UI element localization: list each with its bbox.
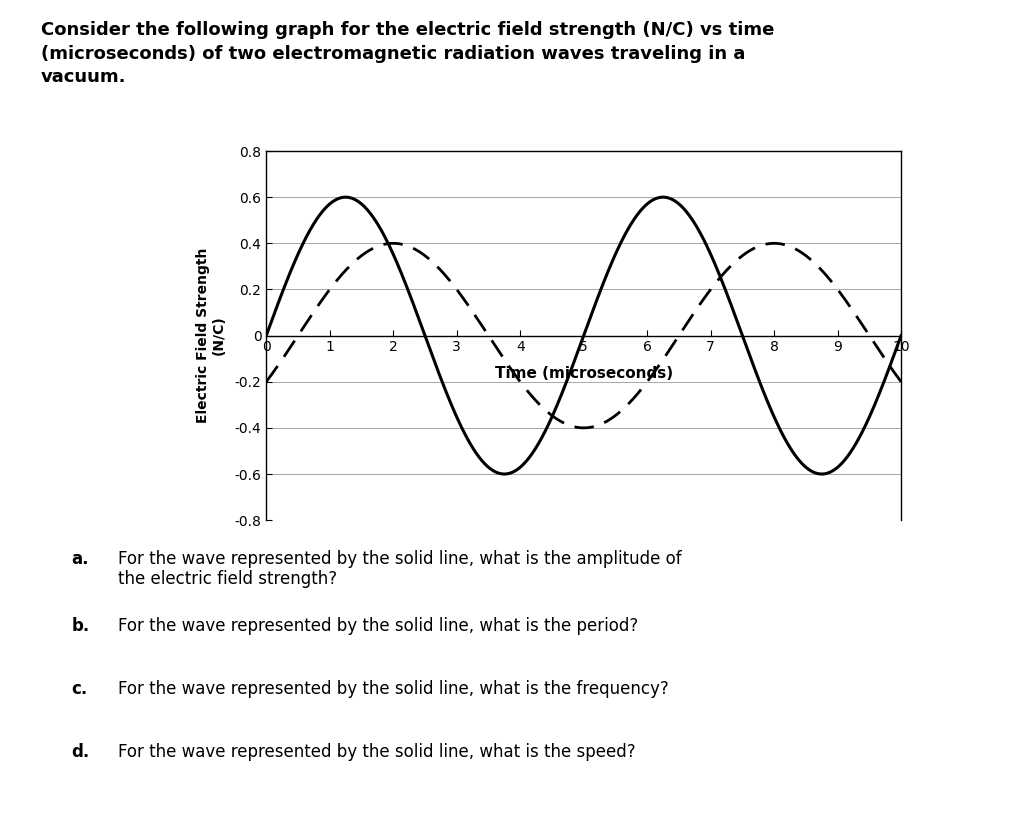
Text: Consider the following graph for the electric field strength (N/C) vs time
(micr: Consider the following graph for the ele…: [41, 21, 774, 86]
Text: For the wave represented by the solid line, what is the frequency?: For the wave represented by the solid li…: [118, 680, 669, 697]
Text: b.: b.: [72, 617, 90, 634]
Text: For the wave represented by the solid line, what is the period?: For the wave represented by the solid li…: [118, 617, 638, 634]
Text: For the wave represented by the solid line, what is the speed?: For the wave represented by the solid li…: [118, 743, 635, 760]
Text: d.: d.: [72, 743, 90, 760]
Text: For the wave represented by the solid line, what is the amplitude of
the electri: For the wave represented by the solid li…: [118, 550, 681, 588]
Text: a.: a.: [72, 550, 89, 567]
Y-axis label: Electric Field Strength
(N/C): Electric Field Strength (N/C): [196, 248, 226, 424]
X-axis label: Time (microseconds): Time (microseconds): [495, 366, 673, 381]
Text: c.: c.: [72, 680, 88, 697]
